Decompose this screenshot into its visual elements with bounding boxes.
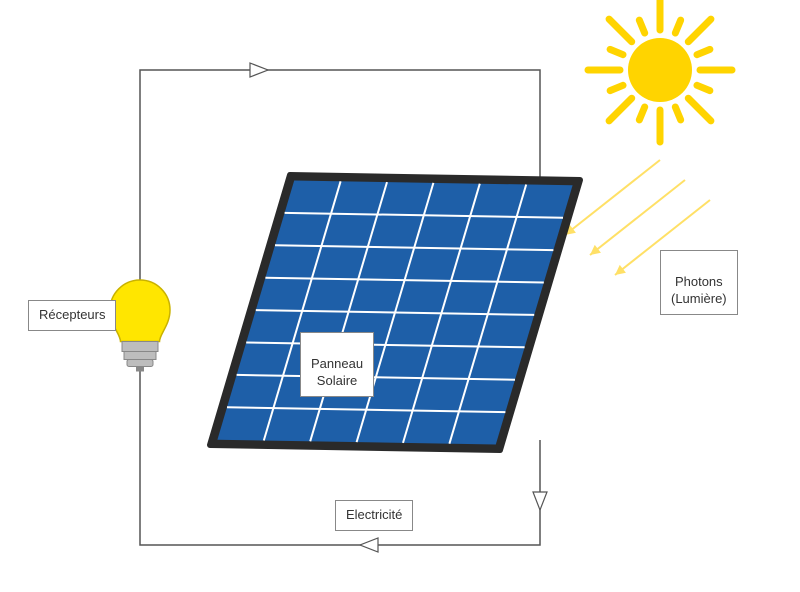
label-text: Electricité (346, 507, 402, 522)
label-panel: Panneau Solaire (300, 332, 374, 397)
label-electricity: Electricité (335, 500, 413, 531)
solar-panel (210, 175, 580, 450)
label-text: Récepteurs (39, 307, 105, 322)
label-text: Photons (Lumière) (671, 274, 727, 306)
label-photons: Photons (Lumière) (660, 250, 738, 315)
sun-icon (588, 0, 732, 142)
arrow-bottom (360, 538, 378, 552)
lightbulb-icon (110, 280, 170, 372)
label-receptors: Récepteurs (28, 300, 116, 331)
arrow-right (533, 492, 547, 510)
arrow-top (250, 63, 268, 77)
label-text: Panneau Solaire (311, 356, 363, 388)
